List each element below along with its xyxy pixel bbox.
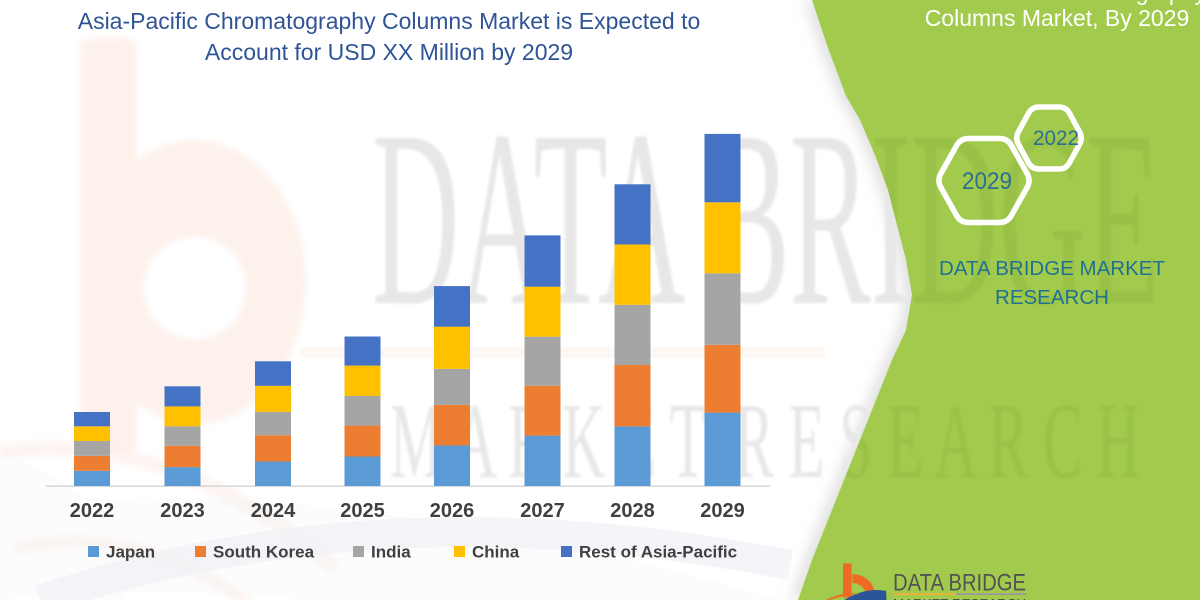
svg-text:Asia-Pacific Chromatography: Asia-Pacific Chromatography <box>908 0 1200 5</box>
svg-text:2022: 2022 <box>1033 127 1079 150</box>
svg-text:RESEARCH: RESEARCH <box>995 286 1109 309</box>
svg-text:Columns Market, By 2029: Columns Market, By 2029 <box>925 5 1190 31</box>
svg-text:DATA BRIDGE: DATA BRIDGE <box>893 570 1026 597</box>
svg-text:2029: 2029 <box>700 500 745 522</box>
svg-text:Asia-Pacific Chromatography Co: Asia-Pacific Chromatography Columns Mark… <box>78 8 701 34</box>
svg-text:Japan: Japan <box>106 543 155 562</box>
svg-text:2028: 2028 <box>610 500 655 522</box>
svg-text:MARKET RESEARCH: MARKET RESEARCH <box>893 597 1026 601</box>
svg-text:Rest of Asia-Pacific: Rest of Asia-Pacific <box>579 543 737 562</box>
svg-text:M A R K E T R E S E A R C H: M A R K E T R E S E A R C H <box>390 382 1140 501</box>
svg-text:2024: 2024 <box>251 500 296 522</box>
svg-text:India: India <box>371 543 411 562</box>
svg-text:2025: 2025 <box>340 500 385 522</box>
svg-text:South Korea: South Korea <box>213 543 315 562</box>
svg-text:2027: 2027 <box>520 500 565 522</box>
svg-text:2023: 2023 <box>160 500 205 522</box>
svg-text:2022: 2022 <box>70 500 115 522</box>
svg-text:Account for USD XX Million by: Account for USD XX Million by 2029 <box>205 39 573 65</box>
svg-text:2029: 2029 <box>962 168 1012 195</box>
svg-text:China: China <box>472 543 520 562</box>
svg-text:2026: 2026 <box>430 500 475 522</box>
svg-text:DATA BRIDGE MARKET: DATA BRIDGE MARKET <box>939 257 1165 280</box>
